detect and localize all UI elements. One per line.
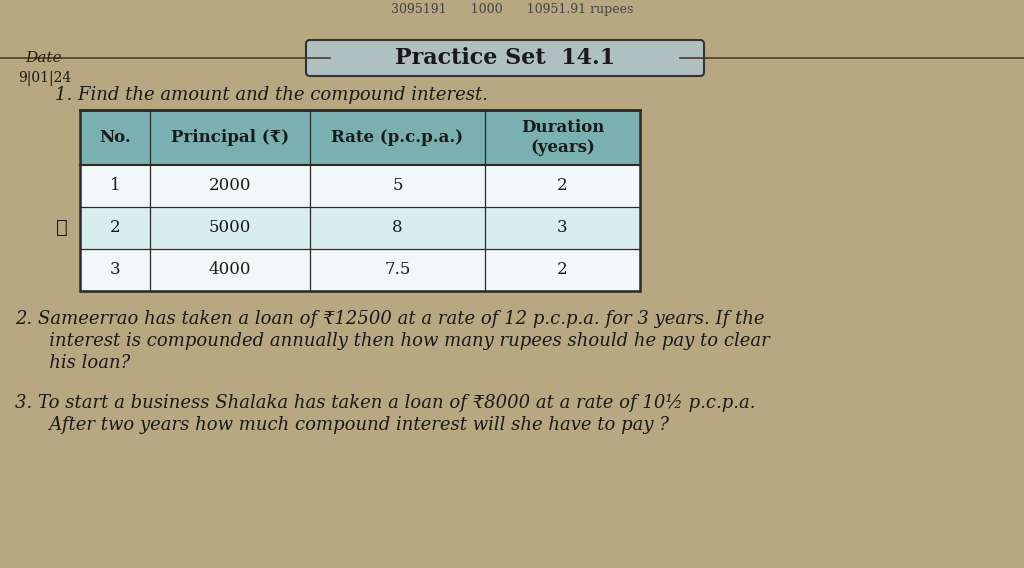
- Text: 2: 2: [110, 219, 120, 236]
- Bar: [80, 249, 640, 291]
- Text: 5: 5: [392, 177, 402, 194]
- Text: 2. Sameerrao has taken a loan of ₹12500 at a rate of 12 p.c.p.a. for 3 years. If: 2. Sameerrao has taken a loan of ₹12500 …: [15, 310, 765, 328]
- Text: No.: No.: [99, 129, 131, 146]
- Bar: [80, 110, 640, 165]
- Text: 4000: 4000: [209, 261, 251, 278]
- Text: 3: 3: [557, 219, 568, 236]
- Text: 2: 2: [557, 177, 568, 194]
- Text: Rate (p.c.p.a.): Rate (p.c.p.a.): [332, 129, 464, 146]
- Text: 9|01|24: 9|01|24: [18, 70, 72, 86]
- Text: 1: 1: [110, 177, 120, 194]
- FancyBboxPatch shape: [306, 40, 705, 76]
- Text: 8: 8: [392, 219, 402, 236]
- Text: 1. Find the amount and the compound interest.: 1. Find the amount and the compound inte…: [55, 86, 488, 104]
- Text: Practice Set  14.1: Practice Set 14.1: [395, 47, 615, 69]
- Text: 3. To start a business Shalaka has taken a loan of ₹8000 at a rate of 10½ p.c.p.: 3. To start a business Shalaka has taken…: [15, 394, 756, 412]
- Text: 2000: 2000: [209, 177, 251, 194]
- Bar: [80, 207, 640, 249]
- Text: 3: 3: [110, 261, 120, 278]
- Bar: [80, 165, 640, 207]
- Text: ✓: ✓: [56, 219, 68, 237]
- Text: interest is compounded annually then how many rupees should he pay to clear: interest is compounded annually then how…: [32, 332, 770, 350]
- Text: 2: 2: [557, 261, 568, 278]
- Text: 5000: 5000: [209, 219, 251, 236]
- Bar: [80, 110, 640, 291]
- Text: Principal (₹): Principal (₹): [171, 129, 289, 146]
- Text: 3095191      1000      10951.91 rupees: 3095191 1000 10951.91 rupees: [391, 3, 633, 16]
- Text: After two years how much compound interest will she have to pay ?: After two years how much compound intere…: [32, 416, 669, 434]
- Text: Duration
(years): Duration (years): [521, 119, 604, 156]
- Text: his loan?: his loan?: [32, 354, 130, 372]
- Text: 7.5: 7.5: [384, 261, 411, 278]
- Text: Date: Date: [25, 51, 61, 65]
